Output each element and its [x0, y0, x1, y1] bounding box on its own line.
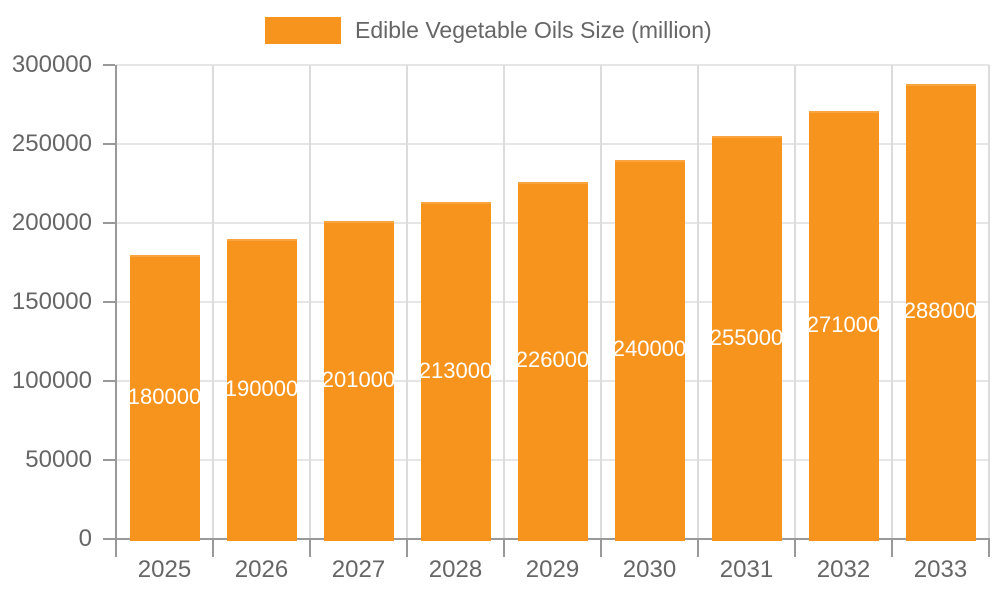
x-axis-tick — [309, 539, 311, 557]
bar[interactable] — [905, 83, 976, 541]
x-axis-tick — [988, 539, 990, 557]
gridline-vertical — [600, 65, 602, 539]
y-tick-label: 300000 — [11, 51, 92, 78]
x-axis-tick — [503, 539, 505, 557]
x-tick-label: 2033 — [913, 556, 968, 583]
bar[interactable] — [614, 159, 685, 541]
y-axis-tick — [103, 301, 115, 303]
gridline-vertical — [794, 65, 796, 539]
x-axis-tick — [115, 539, 117, 557]
y-tick-label: 50000 — [25, 446, 92, 473]
gridline-vertical — [891, 65, 893, 539]
gridline-vertical — [212, 65, 214, 539]
y-axis-tick — [103, 459, 115, 461]
gridline-vertical — [503, 65, 505, 539]
x-tick-label: 2031 — [719, 556, 774, 583]
gridline-horizontal — [116, 64, 989, 66]
x-axis-tick — [891, 539, 893, 557]
x-axis-tick — [212, 539, 214, 557]
x-tick-label: 2026 — [234, 556, 289, 583]
bar[interactable] — [517, 181, 588, 541]
y-tick-label: 200000 — [11, 209, 92, 236]
x-tick-label: 2032 — [816, 556, 871, 583]
y-tick-label: 250000 — [11, 130, 92, 157]
legend-swatch-icon — [265, 17, 341, 44]
y-tick-label: 150000 — [11, 288, 92, 315]
y-axis-tick — [103, 538, 115, 540]
gridline-vertical — [988, 65, 990, 539]
bar[interactable] — [808, 110, 879, 541]
x-tick-label: 2029 — [525, 556, 580, 583]
plot-area: 0 50000 100000 150000 200000 250000 300000 1800… — [12, 52, 990, 583]
y-axis-tick — [103, 222, 115, 224]
x-axis-tick — [600, 539, 602, 557]
x-axis-tick — [794, 539, 796, 557]
x-tick-label: 2030 — [622, 556, 677, 583]
gridline-vertical — [406, 65, 408, 539]
x-axis-tick — [697, 539, 699, 557]
x-tick-label: 2028 — [428, 556, 483, 583]
gridline-vertical — [309, 65, 311, 539]
bar[interactable] — [129, 254, 200, 541]
bar[interactable] — [420, 202, 491, 541]
y-tick-label: 100000 — [11, 367, 92, 394]
x-axis-tick — [406, 539, 408, 557]
bar[interactable] — [226, 238, 297, 541]
x-tick-label: 2027 — [331, 556, 386, 583]
legend[interactable]: Edible Vegetable Oils Size (million) — [265, 17, 712, 44]
bar[interactable] — [323, 221, 394, 541]
x-tick-label: 2025 — [137, 556, 192, 583]
bar[interactable] — [711, 136, 782, 541]
y-tick-label: 0 — [78, 525, 92, 552]
y-axis-tick — [103, 380, 115, 382]
y-axis-line — [115, 65, 117, 539]
legend-label: Edible Vegetable Oils Size (million) — [355, 17, 712, 43]
gridline-horizontal — [116, 143, 989, 145]
gridline-vertical — [697, 65, 699, 539]
y-axis-tick — [103, 64, 115, 66]
y-axis-tick — [103, 143, 115, 145]
